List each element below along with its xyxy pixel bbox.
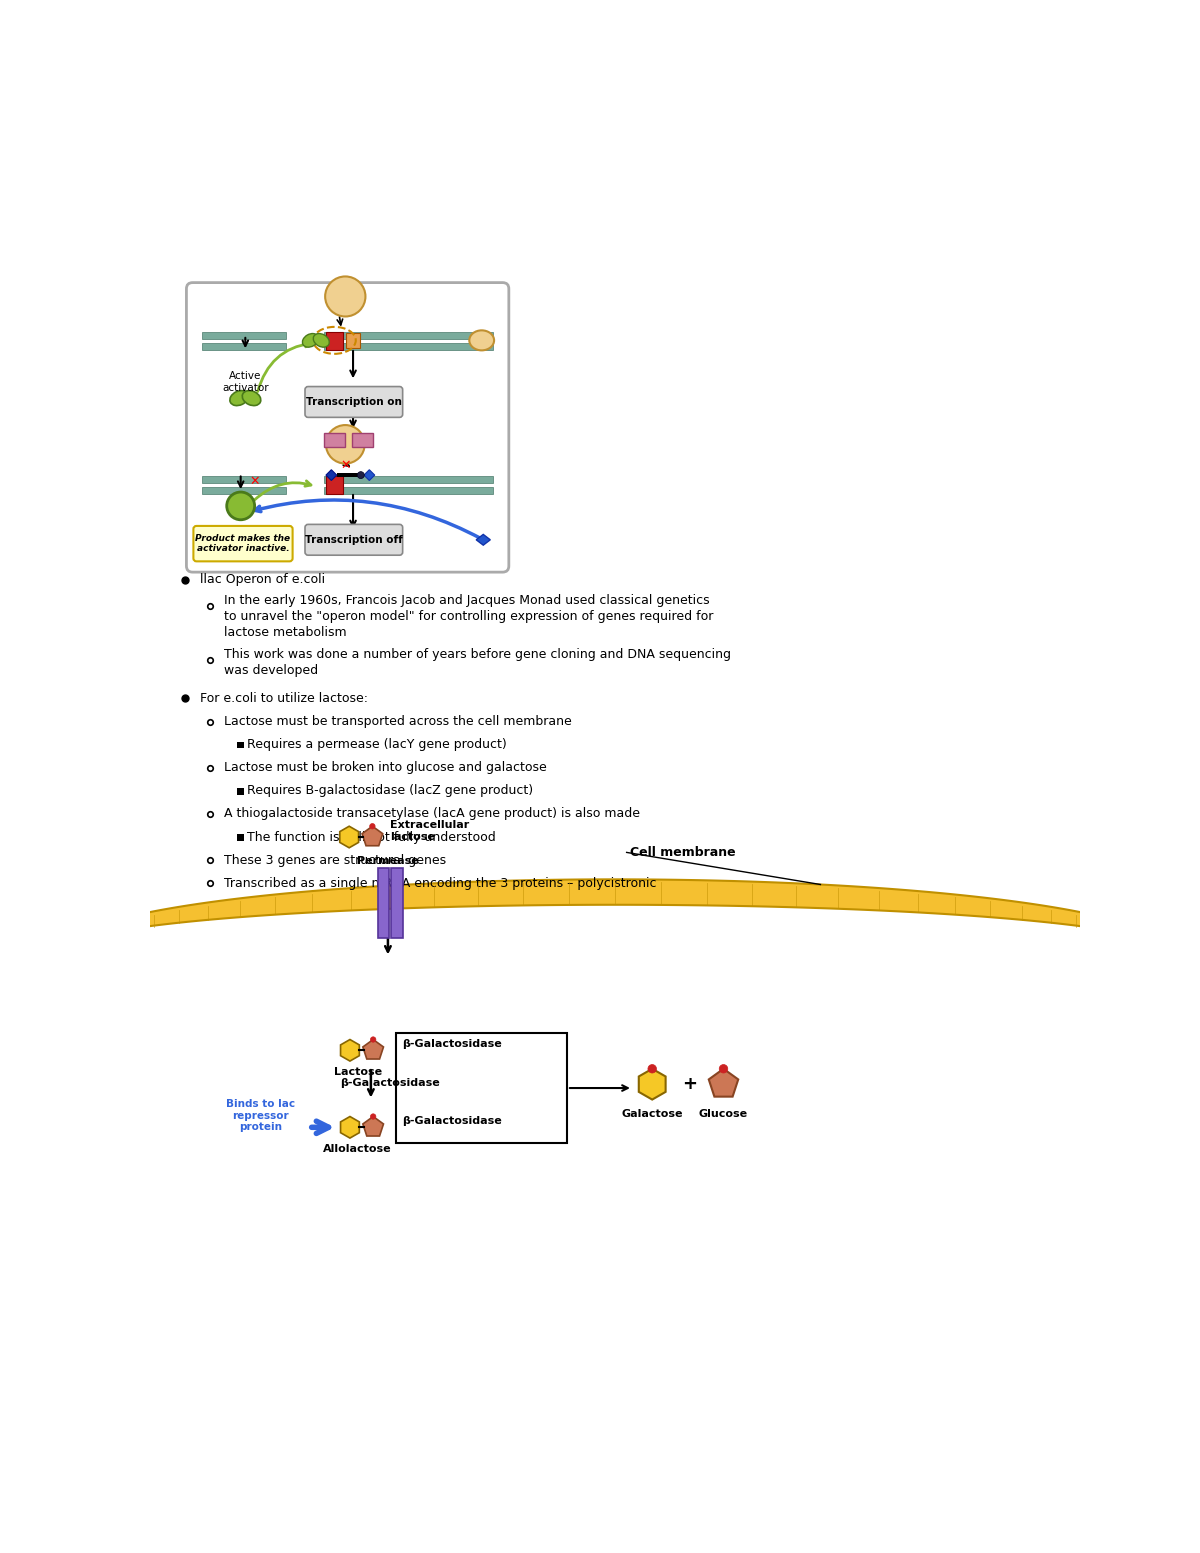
Text: These 3 genes are structural genes: These 3 genes are structural genes	[223, 854, 445, 867]
Text: In the early 1960s, Francois Jacob and Jacques Monad used classical genetics: In the early 1960s, Francois Jacob and J…	[223, 595, 709, 607]
Text: Glucose: Glucose	[698, 1109, 748, 1118]
Polygon shape	[362, 826, 383, 846]
Polygon shape	[709, 1068, 738, 1096]
Bar	[324, 486, 493, 494]
Text: ✕: ✕	[250, 475, 260, 488]
Text: Lactose: Lactose	[334, 1067, 382, 1078]
Text: Product makes the
activator inactive.: Product makes the activator inactive.	[196, 534, 290, 553]
Bar	[378, 868, 390, 938]
Text: Lactose must be broken into glucose and galactose: Lactose must be broken into glucose and …	[223, 761, 546, 775]
Bar	[236, 741, 244, 749]
Text: Allolactose: Allolactose	[323, 1145, 392, 1154]
Ellipse shape	[302, 334, 318, 348]
FancyBboxPatch shape	[305, 525, 403, 554]
Bar	[324, 343, 493, 349]
Text: For e.coli to utilize lactose:: For e.coli to utilize lactose:	[200, 693, 368, 705]
Text: Cell membrane: Cell membrane	[630, 846, 736, 859]
Bar	[202, 486, 286, 494]
Bar	[202, 475, 286, 483]
Ellipse shape	[313, 334, 329, 348]
Polygon shape	[56, 879, 1174, 952]
FancyBboxPatch shape	[193, 526, 293, 561]
Text: β-Galactosidase: β-Galactosidase	[402, 1039, 502, 1050]
Bar	[202, 343, 286, 349]
Bar	[236, 787, 244, 795]
Text: Permease: Permease	[358, 856, 419, 865]
Polygon shape	[476, 534, 491, 545]
Text: Lactose must be transported across the cell membrane: Lactose must be transported across the c…	[223, 714, 571, 728]
Text: llac Operon of e.coli: llac Operon of e.coli	[200, 573, 325, 587]
Ellipse shape	[326, 426, 365, 463]
Circle shape	[719, 1064, 727, 1073]
Bar	[396, 1033, 566, 1143]
FancyBboxPatch shape	[186, 283, 509, 572]
Polygon shape	[341, 1039, 359, 1061]
Text: Requires a permease (lacY gene product): Requires a permease (lacY gene product)	[247, 738, 506, 752]
Circle shape	[370, 823, 376, 829]
Polygon shape	[340, 826, 359, 848]
Text: A thiogalactoside transacetylase (lacA gene product) is also made: A thiogalactoside transacetylase (lacA g…	[223, 808, 640, 820]
Bar	[324, 475, 493, 483]
Bar	[324, 433, 346, 447]
Text: +: +	[682, 1075, 697, 1093]
Text: β-Galactosidase: β-Galactosidase	[402, 1117, 502, 1126]
Bar	[202, 332, 286, 339]
Bar	[326, 332, 343, 349]
Circle shape	[227, 492, 254, 520]
FancyBboxPatch shape	[305, 387, 403, 418]
Bar	[391, 868, 403, 938]
Text: Transcription on: Transcription on	[306, 398, 402, 407]
Polygon shape	[341, 1117, 359, 1138]
Bar	[346, 334, 360, 348]
Polygon shape	[364, 469, 374, 480]
Text: ✕: ✕	[341, 460, 352, 472]
Circle shape	[371, 1114, 376, 1120]
Text: Binds to lac
repressor
protein: Binds to lac repressor protein	[227, 1100, 295, 1132]
Polygon shape	[362, 1039, 384, 1059]
Bar	[236, 834, 244, 840]
Text: The function is still not fully understood: The function is still not fully understo…	[247, 831, 496, 843]
Circle shape	[371, 1037, 376, 1042]
Bar	[326, 475, 343, 494]
Text: Extracellular
lactose: Extracellular lactose	[390, 820, 469, 842]
Polygon shape	[638, 1068, 666, 1100]
Text: Galactose: Galactose	[622, 1109, 683, 1118]
Text: This work was done a number of years before gene cloning and DNA sequencing: This work was done a number of years bef…	[223, 648, 731, 662]
Circle shape	[648, 1064, 656, 1073]
Text: β-Galactosidase: β-Galactosidase	[340, 1078, 439, 1087]
Text: Transcription off: Transcription off	[305, 534, 403, 545]
Text: lactose metabolism: lactose metabolism	[223, 626, 347, 640]
Text: Active
activator: Active activator	[222, 371, 269, 393]
Bar	[337, 474, 360, 477]
Polygon shape	[362, 1117, 384, 1137]
Text: to unravel the "operon model" for controlling expression of genes required for: to unravel the "operon model" for contro…	[223, 610, 713, 623]
Polygon shape	[326, 469, 337, 480]
Ellipse shape	[325, 276, 366, 317]
Text: Transcribed as a single mRNA encoding the 3 proteins – polycistronic: Transcribed as a single mRNA encoding th…	[223, 877, 656, 890]
Ellipse shape	[230, 391, 248, 405]
Ellipse shape	[469, 331, 494, 351]
Ellipse shape	[242, 391, 260, 405]
Text: Requires B-galactosidase (lacZ gene product): Requires B-galactosidase (lacZ gene prod…	[247, 784, 533, 797]
Bar	[352, 433, 373, 447]
Bar	[324, 332, 493, 339]
Circle shape	[358, 472, 365, 478]
Text: was developed: was developed	[223, 665, 318, 677]
